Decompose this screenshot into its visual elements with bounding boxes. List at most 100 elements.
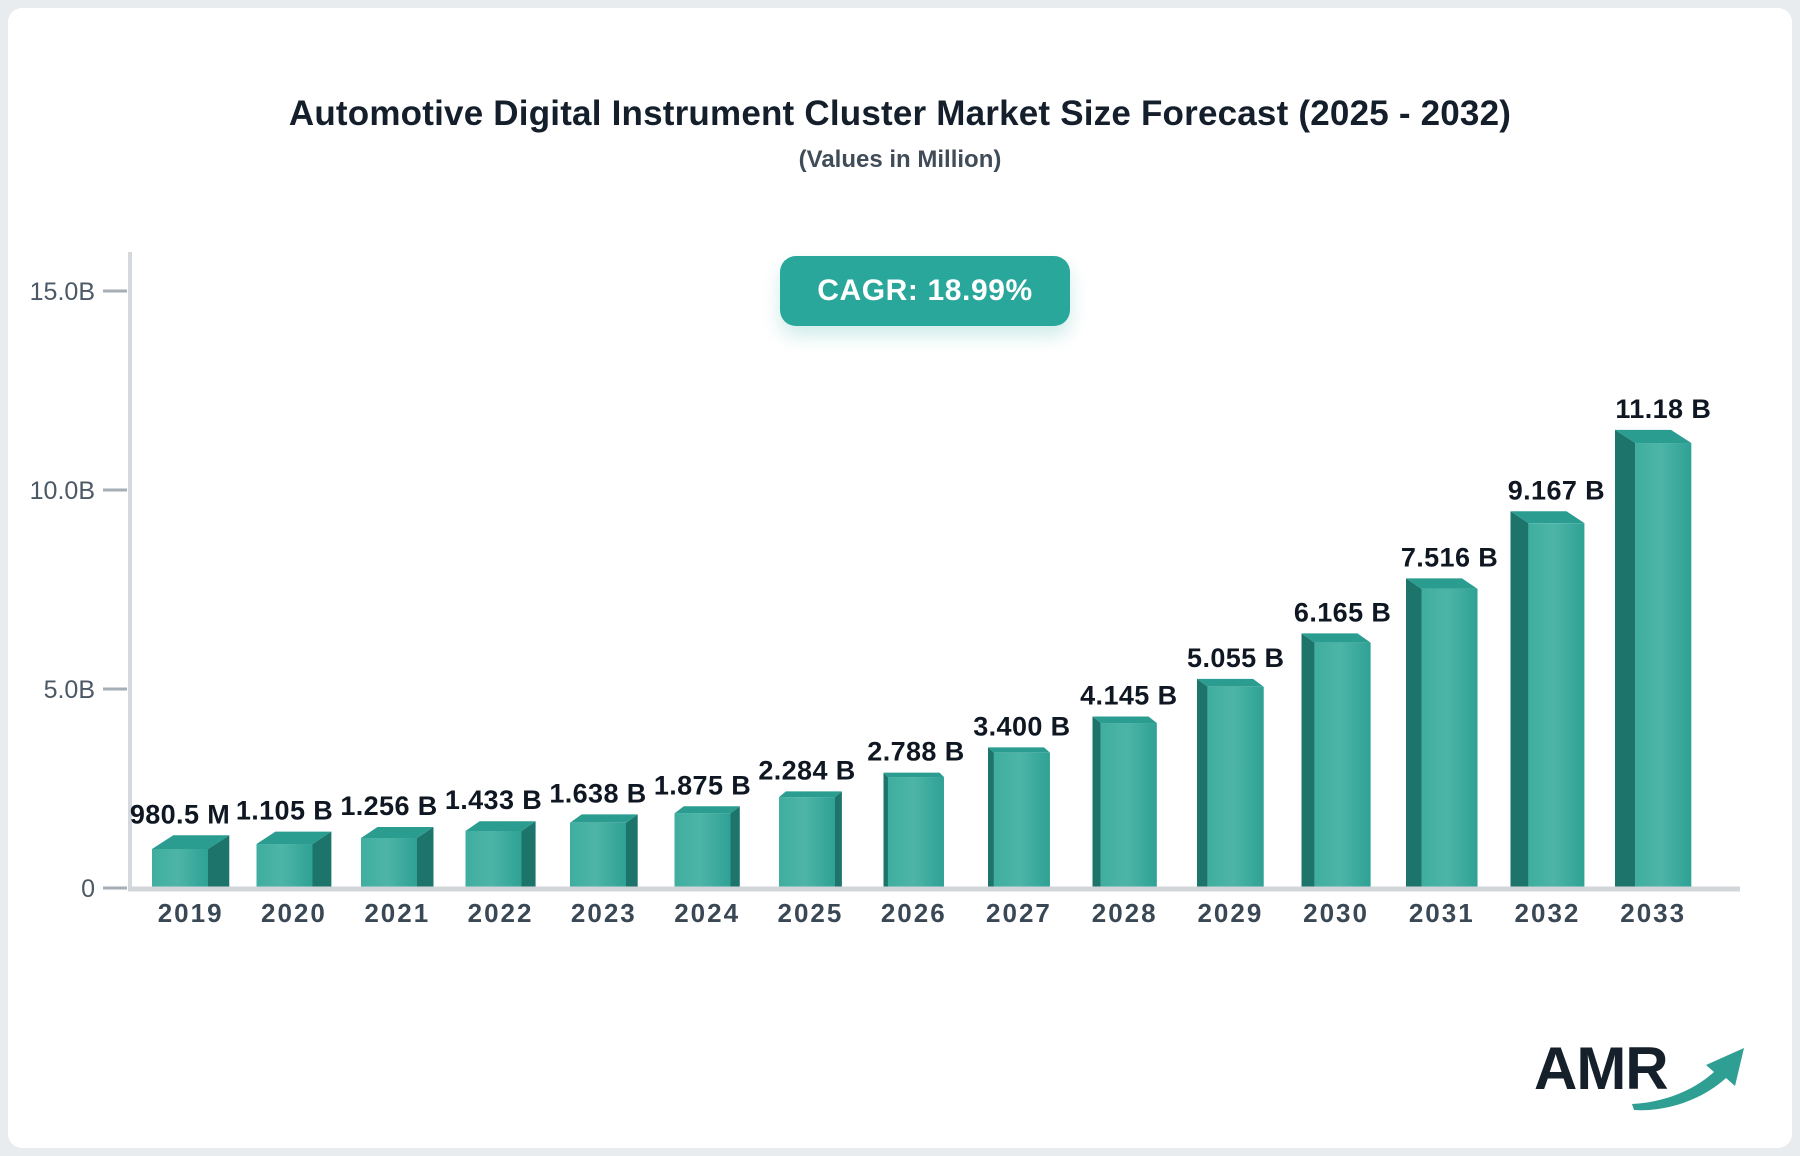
x-axis-label-2029: 2029 [1197,898,1263,928]
bar-top-face [465,821,536,831]
bar-side-face [835,791,842,888]
bar-side-face [1510,511,1529,888]
x-axis-label-2027: 2027 [986,898,1052,928]
y-tick-label: 5.0B [44,676,95,704]
bar-value-label: 980.5 M [130,799,230,829]
bar-top-face [570,814,638,823]
x-axis-label-2033: 2033 [1620,898,1686,928]
bar-top-face [1615,429,1692,444]
bar-side-face [208,835,230,888]
chart-subtitle: (Values in Million) [798,146,1002,173]
bar-top-face [1406,578,1478,589]
x-axis-label-2030: 2030 [1303,898,1369,928]
amr-logo: AMR [1528,1028,1748,1118]
bar-top-face [256,831,332,845]
bar-top-face [988,747,1050,753]
bar-front-face [1635,443,1692,888]
amr-logo-arrow-icon [1632,1048,1744,1111]
y-tick-label: 10.0B [30,477,95,505]
bar-front-face [152,848,208,888]
bar-front-face [361,838,417,888]
bar-value-label: 9.167 B [1508,475,1605,505]
bar-top-face [1092,716,1157,724]
bar-top-face [1197,678,1264,687]
y-tick-label: 15.0B [30,278,95,306]
bars-group [152,429,1692,888]
bar-2027 [988,747,1050,888]
bar-front-face [887,777,944,888]
bar-front-face [1207,686,1264,888]
bar-value-label: 3.400 B [973,711,1070,741]
x-axis-label-2026: 2026 [881,898,947,928]
cagr-badge: CAGR: 18.99% [780,256,1070,326]
bar-value-label: 4.145 B [1080,680,1177,710]
bar-value-label: 1.105 B [236,796,333,826]
bar-front-face [779,797,835,888]
bar-value-label: 1.638 B [549,778,646,808]
bar-side-face [312,831,332,888]
bar-value-label: 11.18 B [1615,394,1711,424]
bar-value-label: 1.875 B [654,770,751,800]
bar-side-face [1092,716,1101,888]
chart-title: Automotive Digital Instrument Cluster Ma… [288,94,1512,133]
x-axis-label-2020: 2020 [261,898,327,928]
bar-side-face [730,806,740,888]
bar-2020 [256,831,332,888]
bar-side-face [1615,429,1636,888]
value-labels-group: 980.5 M 1.105 B 1.256 B 1.433 B 1.638 B 1.875… [130,394,1711,829]
bar-2031 [1406,578,1478,888]
bar-side-face [988,747,994,888]
y-tick-label: 0 [81,875,95,903]
bar-2025 [779,791,842,888]
bar-value-label: 6.165 B [1294,597,1391,627]
bar-front-face [1421,588,1478,888]
bar-2021 [361,826,434,888]
bar-side-face [626,814,638,888]
bar-front-face [256,844,313,888]
bar-front-face [1100,723,1157,888]
y-axis-ticks: 0 5.0B 10.0B 15.0B [30,278,127,903]
bar-value-label: 7.516 B [1401,542,1498,572]
bar-top-face [883,772,944,778]
cagr-badge-label: CAGR: 18.99% [817,274,1033,307]
bar-2028 [1092,716,1157,888]
bar-top-face [361,826,434,839]
bar-top-face [152,835,230,849]
chart-card [8,8,1792,1148]
bar-2032 [1510,511,1585,888]
bar-side-face [1301,633,1315,888]
bar-top-face [1301,633,1371,643]
x-axis-label-2025: 2025 [778,898,844,928]
bar-side-face [1406,578,1422,888]
bar-2023 [570,814,638,888]
bar-2029 [1197,678,1264,888]
x-axis-labels-group: 2019 2020 2021 2022 2023 2024 2025 2026 2027 2028… [158,898,1686,928]
bar-side-face [417,826,434,888]
bar-side-face [1197,678,1208,888]
x-axis-label-2032: 2032 [1515,898,1581,928]
bar-2033 [1615,429,1692,888]
x-axis-label-2028: 2028 [1092,898,1158,928]
bar-side-face [883,772,888,888]
x-axis-label-2023: 2023 [571,898,637,928]
x-axis-label-2021: 2021 [364,898,430,928]
x-axis-label-2019: 2019 [158,898,224,928]
bar-front-face [674,813,731,888]
x-axis-label-2024: 2024 [674,898,740,928]
bar-2026 [883,772,944,888]
bar-front-face [993,752,1050,888]
bar-value-label: 2.284 B [758,755,855,785]
bar-2022 [465,821,536,888]
bar-2019 [152,835,230,888]
bar-front-face [1314,642,1371,888]
bar-2024 [674,806,740,888]
bar-front-face [465,830,522,888]
bar-top-face [674,806,740,814]
bar-top-face [1510,511,1585,524]
bar-value-label: 5.055 B [1187,643,1284,673]
bar-value-label: 1.256 B [340,791,437,821]
bar-side-face [521,821,536,888]
bar-front-face [570,822,626,888]
